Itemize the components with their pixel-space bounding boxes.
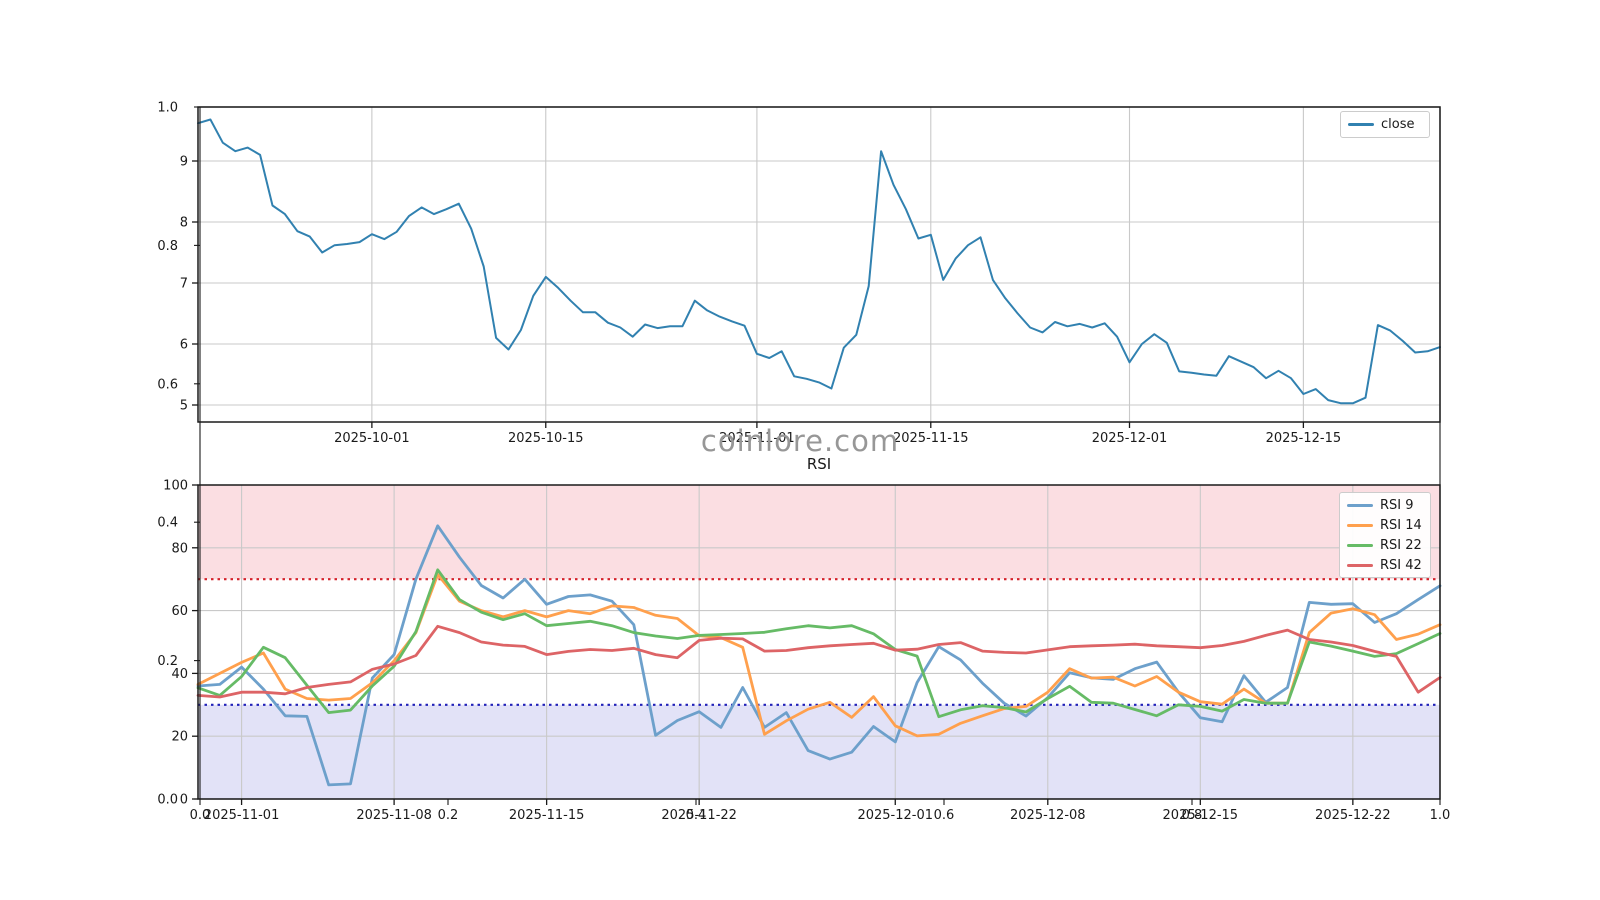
price-y-tick-label: 8 [180, 216, 188, 231]
oversold-band [198, 704, 1440, 799]
rsi-x-tick-label: 2025-12-08 [1010, 808, 1086, 823]
outer-y-tick-label: 0.2 [157, 654, 178, 669]
legend-label: RSI 22 [1380, 537, 1422, 553]
legend-label: close [1381, 117, 1415, 132]
rsi-axis-labels: 100 80 60 40 20 0 2025-11-01 2025-11-08 2025-11-… [163, 479, 1390, 824]
outer-x-tick-label: 0.6 [934, 808, 955, 823]
price-x-tick-label: 2025-11-15 [893, 431, 969, 446]
rsi-9-legend-swatch-icon [1347, 503, 1373, 507]
rsi-x-tick-label: 2025-11-22 [661, 808, 737, 823]
close-legend-swatch-icon [1348, 123, 1374, 126]
close-line [197, 118, 1441, 405]
outer-axis-labels: 1.0 0.8 0.6 0.4 0.2 0.0 0.0 0.2 0.4 0.6 0.8 1.0 [157, 101, 1450, 824]
rsi-22-legend-swatch-icon [1347, 543, 1373, 547]
rsi-x-tick-label: 2025-12-15 [1163, 808, 1239, 823]
legend-item: close [1348, 115, 1422, 135]
rsi-x-tick-label: 2025-12-22 [1315, 808, 1391, 823]
rsi-x-tick-label: 2025-11-08 [356, 808, 432, 823]
legend-label: RSI 9 [1380, 497, 1414, 513]
rsi-42-line [196, 624, 1442, 699]
outer-y-tick-label: 0.6 [157, 377, 178, 392]
outer-x-tick-label: 0.2 [438, 808, 459, 823]
price-y-tick-label: 9 [180, 155, 188, 170]
outer-x-tick-label: 1.0 [1430, 808, 1451, 823]
rsi-y-tick-label: 20 [171, 730, 188, 745]
price-x-tick-label: 2025-10-15 [508, 431, 584, 446]
rsi-42-legend-swatch-icon [1347, 563, 1373, 567]
price-x-tick-label: 2025-12-15 [1266, 431, 1342, 446]
legend-label: RSI 42 [1380, 557, 1422, 573]
rsi-x-tick-label: 2025-12-01 [857, 808, 933, 823]
rsi-22-line [196, 568, 1442, 719]
legend-label: RSI 14 [1380, 517, 1422, 533]
rsi-x-tick-label: 2025-11-15 [509, 808, 585, 823]
price-panel-spine [197, 106, 1441, 423]
outer-y-tick-label: 0.8 [157, 239, 178, 254]
rsi-panel-spine [197, 484, 1441, 800]
rsi-y-tick-label: 100 [163, 479, 188, 494]
overbought-band [198, 485, 1440, 580]
rsi-grid [198, 484, 1440, 799]
price-y-tick-label: 5 [180, 399, 188, 414]
rsi-y-tick-label: 0 [180, 793, 188, 808]
rsi-14-legend-swatch-icon [1347, 523, 1373, 527]
price-y-tick-label: 6 [180, 338, 188, 353]
rsi-x-tick-label: 2025-11-01 [204, 808, 280, 823]
outer-x-tick-label: 0.0 [190, 808, 211, 823]
legend-item: RSI 22 [1347, 535, 1423, 555]
legend-item: RSI 9 [1347, 495, 1423, 515]
price-grid [198, 107, 1440, 422]
price-y-tick-label: 7 [180, 277, 188, 292]
outer-x-tick-label: 0.8 [1182, 808, 1203, 823]
legend-item: RSI 42 [1347, 555, 1423, 575]
rsi-y-tick-label: 80 [171, 541, 188, 556]
outer-y-tick-label: 1.0 [157, 101, 178, 116]
outer-y-tick-label: 0.4 [157, 516, 178, 531]
price-legend: close [1340, 111, 1430, 138]
rsi-9-line [196, 524, 1442, 787]
rsi-y-tick-label: 40 [171, 667, 188, 682]
rsi-y-tick-label: 60 [171, 604, 188, 619]
price-axis-labels: 9 8 7 6 5 2025-10-01 2025-10-15 2025-11-01 2025-… [180, 155, 1341, 447]
outer-x-tick-label: 0.4 [686, 808, 707, 823]
price-x-tick-label: 2025-10-01 [334, 431, 410, 446]
outer-y-tick-label: 0.0 [157, 793, 178, 808]
legend-item: RSI 14 [1347, 515, 1423, 535]
rsi-legend: RSI 9 RSI 14 RSI 22 RSI 42 [1339, 492, 1431, 578]
price-x-tick-label: 2025-12-01 [1092, 431, 1168, 446]
price-x-tick-label: 2025-11-01 [719, 431, 795, 446]
